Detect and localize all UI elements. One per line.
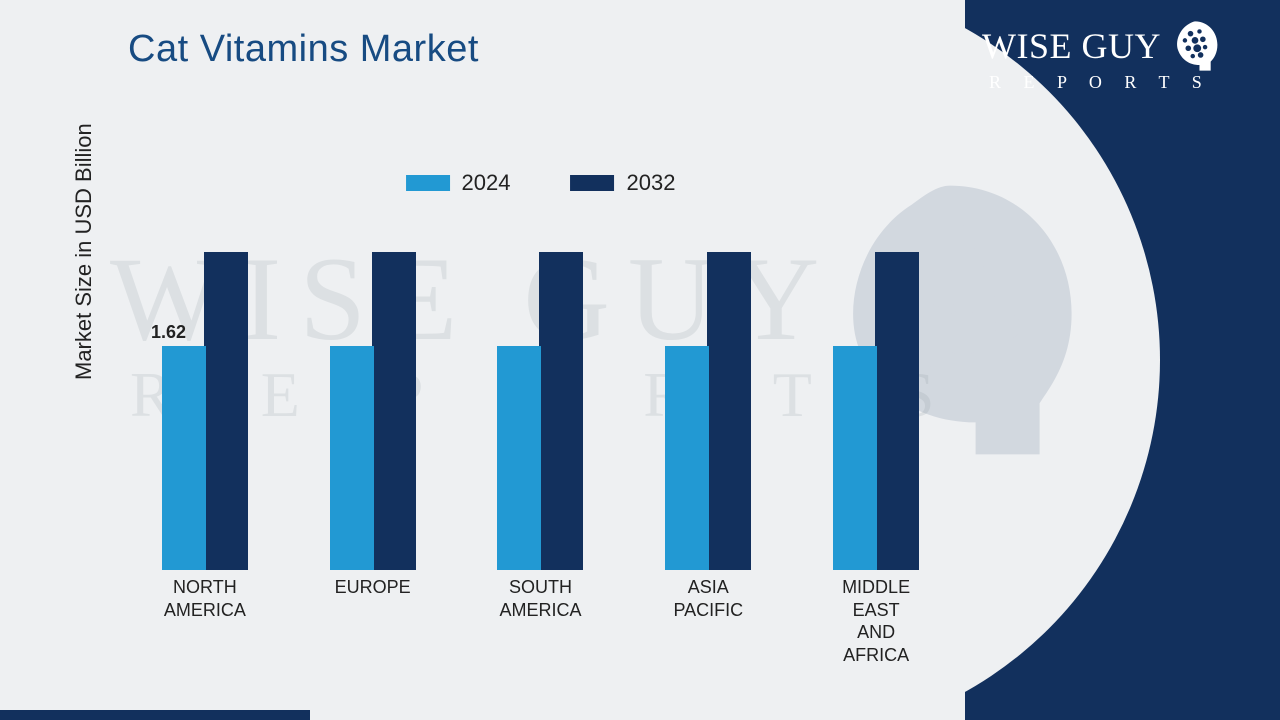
bar-2032	[539, 252, 583, 570]
legend: 2024 2032	[406, 170, 676, 196]
bar-2024	[330, 346, 374, 570]
bar-2024	[665, 346, 709, 570]
bar-2032	[204, 252, 248, 570]
legend-label-2032: 2032	[627, 170, 676, 196]
bar-2024	[162, 346, 206, 570]
brand-line2: R E P O R T S	[982, 72, 1252, 93]
bar-groups	[121, 210, 960, 570]
bar-group	[643, 210, 773, 570]
legend-label-2024: 2024	[462, 170, 511, 196]
bar-2032	[875, 252, 919, 570]
brand-line1: WISE GUY	[982, 18, 1252, 74]
bar-2032	[372, 252, 416, 570]
x-category-label: EUROPE	[308, 576, 438, 666]
bar-group	[475, 210, 605, 570]
x-category-label: MIDDLEEASTANDAFRICA	[811, 576, 941, 666]
brand-text-main: WISE GUY	[982, 25, 1161, 67]
plot-area: 2024 2032 1.62	[120, 170, 960, 570]
x-axis-labels: NORTHAMERICA EUROPE SOUTHAMERICA ASIAPAC…	[121, 570, 960, 666]
legend-swatch-2032	[571, 175, 615, 191]
page-title: Cat Vitamins Market	[128, 28, 479, 71]
brand-block: WISE GUY R E P O R T S	[982, 18, 1252, 93]
brand-head-icon	[1167, 18, 1223, 74]
legend-item-2024: 2024	[406, 170, 511, 196]
bar-2024	[497, 346, 541, 570]
x-category-label: ASIAPACIFIC	[643, 576, 773, 666]
y-axis-label: Market Size in USD Billion	[71, 123, 97, 380]
x-category-label: SOUTHAMERICA	[475, 576, 605, 666]
bar-group	[811, 210, 941, 570]
page-root: WISE GUY R E P O R T S Cat Vitamins Mark…	[0, 0, 1280, 720]
legend-swatch-2024	[406, 175, 450, 191]
bottom-accent-strip	[0, 710, 310, 720]
bar-group	[140, 210, 270, 570]
bar-2024	[833, 346, 877, 570]
bar-2032	[707, 252, 751, 570]
legend-item-2032: 2032	[571, 170, 676, 196]
chart-container: Market Size in USD Billion 2024 2032 1.6…	[60, 150, 980, 710]
x-category-label: NORTHAMERICA	[140, 576, 270, 666]
bar-group	[308, 210, 438, 570]
